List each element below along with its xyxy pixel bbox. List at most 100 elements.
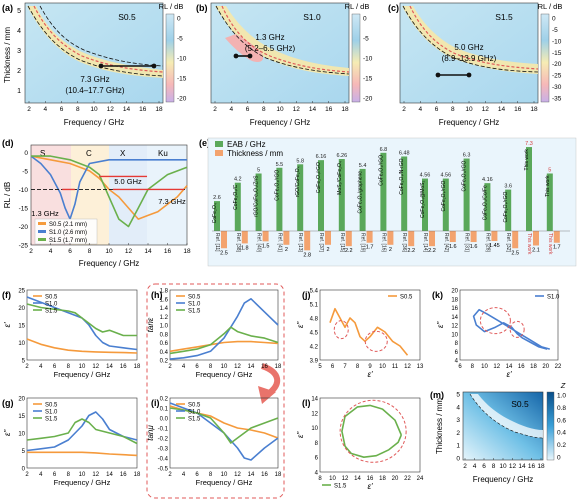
x-tick-label: 10 xyxy=(499,463,507,470)
eab-value-label: 5.5 xyxy=(276,162,284,168)
x-tick-label: 18 xyxy=(183,248,191,255)
legend-label: S1.0 xyxy=(188,410,201,416)
panel-letter: (e) xyxy=(199,138,210,148)
reference-label: Ref. [40] xyxy=(256,233,262,253)
x-tick-label: 8 xyxy=(88,248,92,255)
reference-label: Ref. [31] xyxy=(464,233,470,253)
eab-bar xyxy=(401,156,408,231)
x-tick-label: 16 xyxy=(139,106,147,113)
eab-marker-end xyxy=(466,72,472,78)
plot-frame xyxy=(169,289,279,361)
y-axis-label: Thickness / mm xyxy=(435,398,444,454)
eab-bar xyxy=(318,160,324,231)
colorbar-tick-label: -15 xyxy=(552,50,562,57)
eab-marker-start xyxy=(435,72,441,78)
thickness-value-label: 1.45 xyxy=(489,243,500,249)
x-tick-label: 8 xyxy=(67,364,71,370)
y-tick-label: -20 xyxy=(19,224,29,231)
x-tick-label: 14 xyxy=(498,106,506,113)
relaxation-semicircle xyxy=(509,320,525,338)
x-tick-label: 12 xyxy=(92,364,99,370)
band-ku xyxy=(147,145,187,245)
x-tick-label: 8 xyxy=(76,106,80,113)
x-tick-label: 16 xyxy=(120,472,127,478)
eab-marker-start xyxy=(233,53,239,59)
panel-c: (c) S1.5 5.0 GHz (8.9–13.9 GHz) 2 4 6 8 10 12… xyxy=(388,2,562,127)
material-label: CoFe₂O₄ xyxy=(212,203,218,223)
reference-label: Ref. [28] xyxy=(484,233,490,253)
x-tick-label: 24 xyxy=(417,476,424,482)
x-tick-label: 2 xyxy=(402,106,406,113)
thickness-bar xyxy=(345,231,352,247)
y-tick-label: 4.2 xyxy=(310,345,319,351)
x-tick-label: 12 xyxy=(493,364,500,370)
legend-label: S0.5 xyxy=(400,295,413,301)
y-tick-label: 5 xyxy=(22,449,26,455)
reference-label: This work xyxy=(526,233,532,255)
plot-frame xyxy=(169,397,279,469)
x-tick-label: 10 xyxy=(221,364,228,370)
y-axis-ticks: 1 2 3 4 5 xyxy=(17,8,21,95)
thickness-bar xyxy=(449,231,456,243)
eab-annotation: 7.3 GHz xyxy=(158,197,186,206)
eab-value-label: 5.8 xyxy=(296,158,304,164)
colorbar-tick-label: -20 xyxy=(177,96,187,103)
x-axis-ticks: 2 4 6 8 10 12 14 16 18 xyxy=(213,101,349,113)
colorbar-tick-label: -10 xyxy=(552,38,562,45)
panel-letter: (j) xyxy=(302,290,311,300)
x-tick-label: 22 xyxy=(404,476,411,482)
thickness-value-label: 1.6 xyxy=(449,244,457,250)
x-tick-label: 10 xyxy=(79,364,86,370)
x-tick-label: 8 xyxy=(67,472,71,478)
reference-label: Ref. [42] xyxy=(443,233,449,253)
eab-range: (5.2–6.5 GHz) xyxy=(245,44,296,53)
thickness-value-label: 2.8 xyxy=(303,252,311,258)
legend-label: S0.5 xyxy=(45,295,58,301)
x-tick-label: 6 xyxy=(195,364,199,370)
y-tick-label: 10 xyxy=(451,332,458,338)
y-axis-label: tanε xyxy=(146,317,155,332)
y-tick-label: 0.6 xyxy=(160,341,169,347)
x-tick-label: 6 xyxy=(53,472,57,478)
plot-frame xyxy=(26,289,138,361)
relaxation-semicircle xyxy=(364,330,388,352)
y-axis-ticks: 5 4 3 2 1 0 xyxy=(456,392,460,463)
colorbar-tick-label: -5 xyxy=(363,36,369,43)
x-tick-label: 2 xyxy=(463,463,467,470)
thickness-bar xyxy=(366,231,373,243)
x-tick-label: 18 xyxy=(134,472,141,478)
y-tick-label: 0 xyxy=(24,150,28,157)
material-label: rGO/CoFe₂O₄ xyxy=(295,166,301,197)
colorbar-tick-label: -20 xyxy=(363,96,373,103)
x-tick-label: 18 xyxy=(275,472,282,478)
series-line-S1.0 xyxy=(169,402,279,461)
legend-swatch xyxy=(38,222,46,225)
x-axis-ticks: 2 4 6 8 10 12 14 16 18 xyxy=(29,243,191,255)
x-tick-label: 4 xyxy=(418,106,422,113)
colorbar-tick-label: -5 xyxy=(552,27,558,34)
x-tick-label: 14 xyxy=(354,476,361,482)
eab-range: (8.9–13.9 GHz) xyxy=(442,54,497,63)
material-label: CoFe₂O₄/Co/Fe xyxy=(482,185,488,220)
series-line-S1.0 xyxy=(30,155,187,220)
y-tick-label: 1.4 xyxy=(160,306,169,312)
panel-letter: (l) xyxy=(302,398,311,408)
reference-label: Ref. [38] xyxy=(235,233,241,253)
x-tick-label: 16 xyxy=(514,106,522,113)
rl-contour-black xyxy=(27,5,164,77)
x-tick-label: 14 xyxy=(106,364,113,370)
x-tick-label: 10 xyxy=(221,472,228,478)
eab-bar xyxy=(442,178,449,231)
panel-letter: (g) xyxy=(2,398,14,408)
legend-label: S1.5 xyxy=(45,309,58,315)
colorbar-tick-label: 0 xyxy=(177,16,181,23)
rl-contour-black xyxy=(402,5,539,73)
x-tick-label: 4 xyxy=(39,472,43,478)
x-axis-label: Frequency / GHz xyxy=(54,370,111,379)
x-tick-label: 8 xyxy=(262,106,266,113)
eab-value-label: 6.26 xyxy=(336,153,347,159)
x-axis-ticks: 2 4 6 8 10 12 14 16 18 xyxy=(402,101,538,113)
eab-value-label: 4.16 xyxy=(482,177,493,183)
x-tick-label: 4 xyxy=(473,463,477,470)
thickness-bar xyxy=(262,231,269,242)
